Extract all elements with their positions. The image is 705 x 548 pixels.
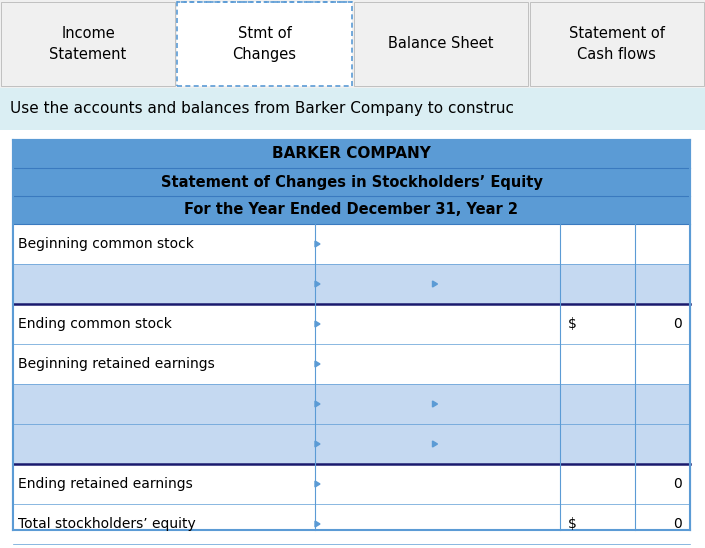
Text: 0: 0 <box>673 477 682 491</box>
Polygon shape <box>432 401 438 407</box>
Text: $: $ <box>568 317 577 331</box>
Polygon shape <box>315 521 320 527</box>
Bar <box>13 344 690 384</box>
Bar <box>13 504 690 544</box>
Text: Balance Sheet: Balance Sheet <box>388 37 494 52</box>
Bar <box>13 424 690 464</box>
Text: Use the accounts and balances from Barker Company to construc: Use the accounts and balances from Barke… <box>10 101 514 117</box>
Text: Statement of
Cash flows: Statement of Cash flows <box>569 26 665 62</box>
Text: Ending common stock: Ending common stock <box>18 317 172 331</box>
Text: BARKER COMPANY: BARKER COMPANY <box>272 146 431 162</box>
Polygon shape <box>315 361 320 367</box>
Bar <box>0 0 705 88</box>
Text: Total stockholders’ equity: Total stockholders’ equity <box>18 517 196 531</box>
Bar <box>177 2 352 86</box>
Bar <box>13 196 690 224</box>
Bar <box>13 140 690 530</box>
Text: Income
Statement: Income Statement <box>49 26 127 62</box>
Bar <box>13 304 690 344</box>
Bar <box>13 264 690 304</box>
Bar <box>1 2 176 86</box>
Bar <box>13 140 690 168</box>
Text: $: $ <box>568 517 577 531</box>
Bar <box>13 464 690 504</box>
Bar <box>13 168 690 196</box>
Bar <box>13 224 690 264</box>
Text: For the Year Ended December 31, Year 2: For the Year Ended December 31, Year 2 <box>185 203 518 218</box>
Polygon shape <box>432 281 438 287</box>
Polygon shape <box>432 441 438 447</box>
Polygon shape <box>315 401 320 407</box>
Text: 0: 0 <box>673 517 682 531</box>
Text: 0: 0 <box>673 317 682 331</box>
Text: Ending retained earnings: Ending retained earnings <box>18 477 192 491</box>
Text: Beginning retained earnings: Beginning retained earnings <box>18 357 215 371</box>
Polygon shape <box>315 241 320 247</box>
Polygon shape <box>315 321 320 327</box>
Text: Stmt of
Changes: Stmt of Changes <box>233 26 296 62</box>
Polygon shape <box>315 481 320 487</box>
Text: Beginning common stock: Beginning common stock <box>18 237 194 251</box>
Bar <box>13 384 690 424</box>
Bar <box>529 2 704 86</box>
Bar <box>353 2 528 86</box>
Text: Statement of Changes in Stockholders’ Equity: Statement of Changes in Stockholders’ Eq… <box>161 174 542 190</box>
Polygon shape <box>315 441 320 447</box>
Polygon shape <box>315 281 320 287</box>
Bar <box>0 88 705 130</box>
